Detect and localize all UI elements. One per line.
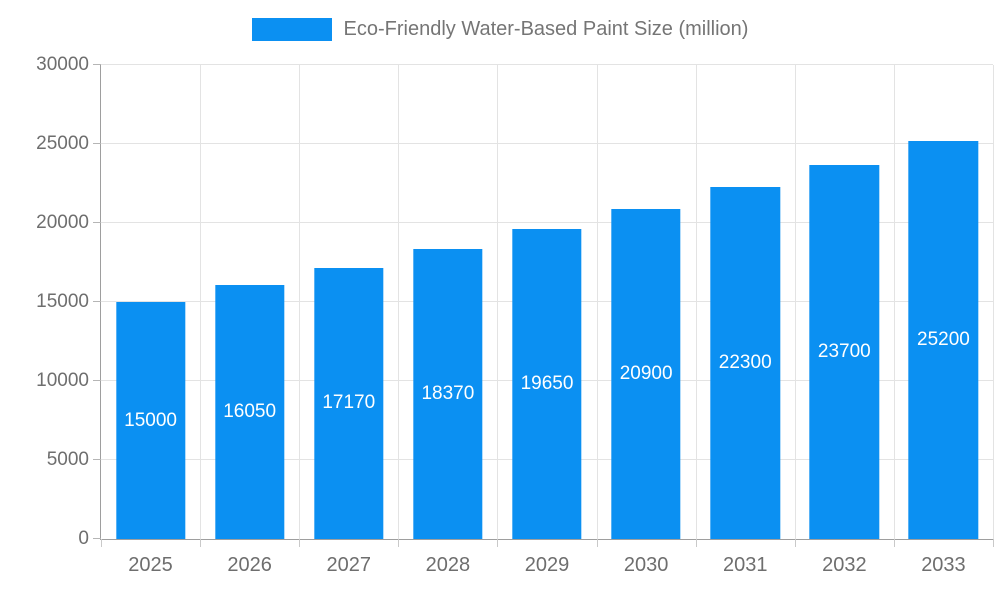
gridline-vertical bbox=[398, 65, 400, 539]
legend-label: Eco-Friendly Water-Based Paint Size (mil… bbox=[343, 18, 749, 40]
y-axis-tick bbox=[93, 301, 101, 302]
bar-2029[interactable]: 19650 bbox=[512, 228, 582, 539]
x-axis-label: 2025 bbox=[128, 554, 173, 576]
gridline-vertical bbox=[299, 65, 301, 539]
bar-value-label: 18370 bbox=[421, 382, 475, 404]
legend: Eco-Friendly Water-Based Paint Size (mil… bbox=[0, 18, 1000, 41]
x-axis-tick bbox=[398, 539, 400, 547]
bar-2030[interactable]: 20900 bbox=[611, 208, 681, 539]
x-axis-label: 2032 bbox=[822, 554, 867, 576]
y-axis-label: 5000 bbox=[46, 449, 89, 471]
gridline-vertical bbox=[993, 65, 994, 539]
y-axis-label: 30000 bbox=[36, 54, 89, 75]
x-axis-label: 2027 bbox=[326, 554, 372, 576]
x-axis-tick bbox=[200, 539, 202, 547]
gridline-vertical bbox=[893, 65, 895, 539]
x-axis-label: 2026 bbox=[227, 554, 272, 576]
y-axis-label: 20000 bbox=[36, 212, 89, 234]
gridline-vertical bbox=[497, 65, 499, 539]
x-axis-tick bbox=[101, 539, 102, 547]
bar-value-label: 15000 bbox=[124, 409, 177, 431]
y-axis-tick bbox=[93, 64, 101, 65]
bar-2033[interactable]: 25200 bbox=[908, 140, 979, 539]
bar-value-label: 23700 bbox=[817, 340, 871, 362]
gridline-vertical bbox=[200, 65, 202, 539]
plot-area: 0 5000 10000 15000 20000 25000 30000 15000 2025 1… bbox=[36, 54, 994, 576]
bar-2026[interactable]: 16050 bbox=[214, 285, 285, 539]
legend-swatch-icon bbox=[251, 18, 332, 41]
bar-2025[interactable]: 15000 bbox=[115, 302, 186, 539]
x-axis-tick bbox=[695, 539, 697, 547]
y-axis-tick bbox=[93, 459, 101, 461]
bar-value-label: 20900 bbox=[619, 362, 673, 384]
y-axis-tick bbox=[93, 222, 101, 224]
y-axis-label: 10000 bbox=[36, 370, 89, 392]
gridline-vertical bbox=[596, 65, 598, 539]
legend-item[interactable]: Eco-Friendly Water-Based Paint Size (mil… bbox=[251, 18, 749, 41]
bar-2027[interactable]: 17170 bbox=[314, 267, 384, 539]
gridline-vertical bbox=[695, 65, 697, 539]
bar-value-label: 16050 bbox=[223, 401, 277, 423]
bar-2032[interactable]: 23700 bbox=[809, 164, 880, 539]
x-axis-tick bbox=[993, 539, 994, 547]
x-axis-label: 2033 bbox=[921, 554, 966, 576]
y-axis-label: 15000 bbox=[36, 291, 89, 312]
y-axis-tick bbox=[93, 538, 101, 539]
gridline-horizontal bbox=[101, 64, 993, 65]
x-axis-tick bbox=[794, 539, 796, 547]
bar-value-label: 17170 bbox=[322, 392, 376, 414]
x-axis-label: 2031 bbox=[722, 554, 768, 576]
bar-value-label: 22300 bbox=[718, 351, 772, 373]
gridline-horizontal bbox=[101, 143, 993, 144]
y-axis-label: 0 bbox=[78, 528, 89, 549]
y-axis-label: 25000 bbox=[36, 133, 89, 154]
x-axis-label: 2029 bbox=[524, 554, 570, 576]
bar-value-label: 25200 bbox=[917, 328, 970, 350]
x-axis-tick bbox=[299, 539, 301, 547]
gridline-vertical bbox=[794, 65, 796, 539]
x-axis-label: 2028 bbox=[425, 554, 471, 576]
x-axis-tick bbox=[893, 539, 895, 547]
x-axis-label: 2030 bbox=[623, 554, 669, 576]
gridline-horizontal bbox=[101, 222, 993, 224]
bar-value-label: 19650 bbox=[520, 372, 574, 394]
bar-2028[interactable]: 18370 bbox=[413, 248, 483, 539]
y-axis-tick bbox=[93, 143, 101, 144]
y-axis-tick bbox=[93, 380, 101, 382]
x-axis-tick bbox=[497, 539, 499, 547]
bar-2031[interactable]: 22300 bbox=[710, 186, 780, 539]
x-axis-tick bbox=[596, 539, 598, 547]
